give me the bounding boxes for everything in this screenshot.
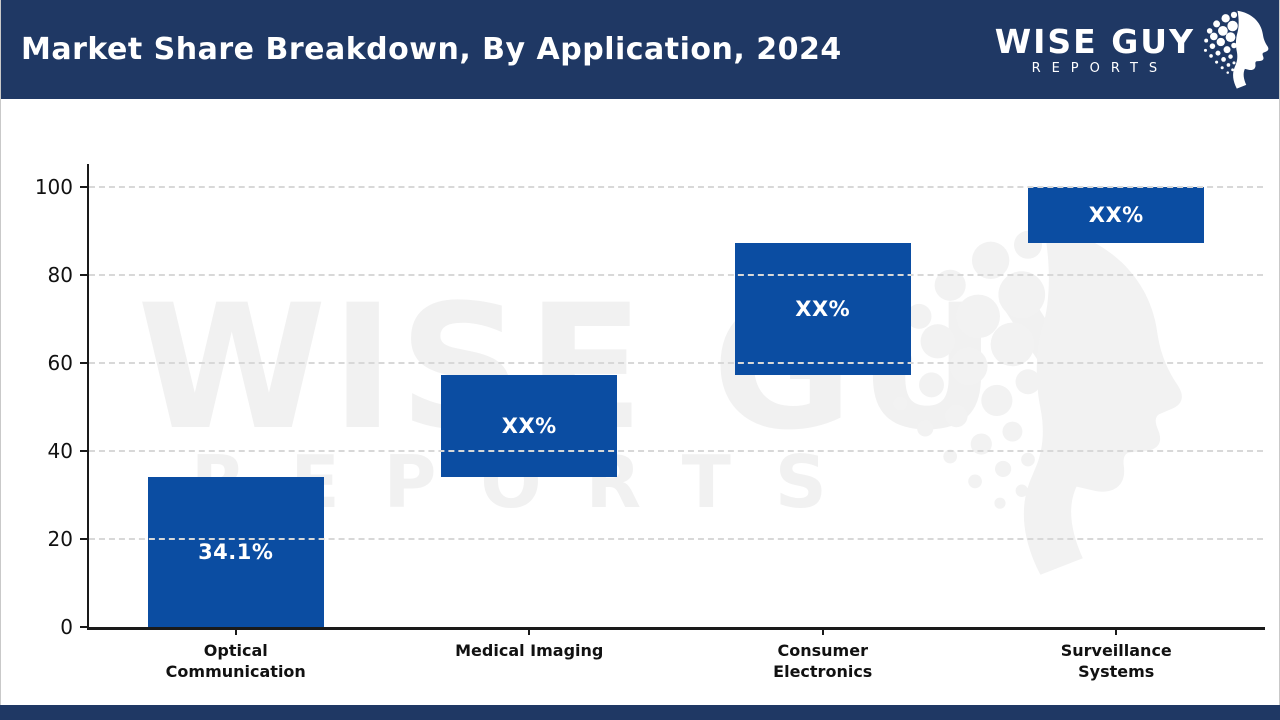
x-tick [821, 627, 824, 635]
page-title: Market Share Breakdown, By Application, … [21, 32, 842, 67]
bar-label: XX% [501, 413, 557, 438]
bar-1: 34.1% [147, 476, 324, 627]
y-tick [80, 362, 89, 364]
bar-4: XX% [1028, 187, 1205, 243]
bar-label: 34.1% [198, 539, 274, 564]
gridline [89, 362, 1263, 364]
gridline [89, 450, 1263, 452]
wiseguy-head-icon [1203, 10, 1269, 89]
x-category-label: Consumer Electronics [773, 641, 873, 682]
y-tick-label: 100 [34, 175, 73, 199]
y-tick [80, 450, 89, 452]
logo-subtext: REPORTS [1031, 60, 1169, 76]
y-tick [80, 626, 89, 628]
bar-label: XX% [795, 296, 851, 321]
y-tick [80, 186, 89, 188]
x-category-label: Surveillance Systems [1060, 641, 1172, 682]
header-bar: Market Share Breakdown, By Application, … [1, 0, 1279, 99]
logo-text: WISE GUY REPORTS [995, 25, 1195, 75]
logo-wordmark: WISE GUY [994, 21, 1195, 61]
brand-logo: WISE GUY REPORTS [995, 0, 1271, 99]
y-tick-label: 60 [47, 351, 73, 375]
x-tick [528, 627, 531, 635]
x-category-label: Optical Communication [165, 641, 306, 682]
gridline [89, 186, 1263, 188]
y-tick [80, 274, 89, 276]
bar-label: XX% [1088, 202, 1144, 227]
gridline [89, 274, 1263, 276]
footer-bar [0, 705, 1280, 720]
y-axis-line [87, 164, 89, 627]
bar-3: XX% [734, 242, 911, 375]
x-axis-line [87, 627, 1265, 630]
y-tick-label: 20 [47, 527, 73, 551]
x-category-label: Medical Imaging [455, 641, 604, 660]
gridline [89, 538, 1263, 540]
x-tick [234, 627, 237, 635]
y-tick [80, 538, 89, 540]
y-tick-label: 80 [47, 263, 73, 287]
x-tick [1115, 627, 1118, 635]
y-tick-label: 40 [47, 439, 73, 463]
bar-2: XX% [441, 374, 618, 477]
y-tick-label: 0 [60, 615, 73, 639]
